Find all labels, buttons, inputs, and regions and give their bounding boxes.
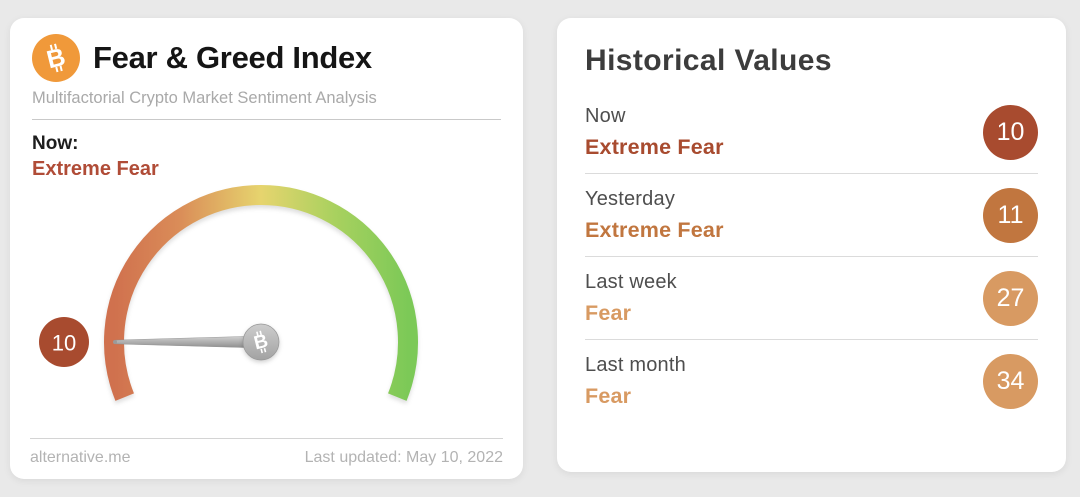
card-footer: alternative.me Last updated: May 10, 202… [30, 438, 503, 467]
now-label: Now: [32, 133, 79, 154]
card-header: B Fear & Greed Index [32, 34, 501, 82]
row-classification: Fear [585, 384, 632, 408]
page-title: Fear & Greed Index [93, 40, 372, 75]
gauge-pivot-bitcoin-icon: B [242, 323, 280, 361]
last-updated-text: Last updated: May 10, 2022 [304, 449, 503, 466]
row-label: Last week [585, 271, 677, 293]
gauge-value-badge: 10 [39, 317, 89, 367]
historical-values-list: Now Extreme Fear 10 Yesterday Extreme Fe… [585, 91, 1038, 422]
row-value-badge: 10 [983, 105, 1038, 160]
history-row-yesterday: Yesterday Extreme Fear 11 [585, 174, 1038, 257]
row-classification: Fear [585, 301, 632, 325]
row-value-badge: 34 [983, 354, 1038, 409]
source-link[interactable]: alternative.me [30, 449, 131, 466]
now-classification: Extreme Fear [32, 158, 159, 180]
row-classification: Extreme Fear [585, 135, 724, 159]
row-label: Now [585, 105, 626, 127]
historical-values-card: Historical Values Now Extreme Fear 10 Ye… [557, 18, 1066, 472]
fear-greed-index-card: B Fear & Greed Index Multifactorial Cryp… [10, 18, 523, 479]
gauge-needle [113, 335, 262, 349]
gauge-arc [104, 185, 418, 401]
historical-values-title: Historical Values [585, 44, 832, 77]
fear-greed-gauge: B 10 [39, 185, 418, 401]
row-label: Last month [585, 354, 686, 376]
svg-text:B: B [252, 331, 270, 355]
row-classification: Extreme Fear [585, 218, 724, 242]
subtitle: Multifactorial Crypto Market Sentiment A… [32, 89, 377, 107]
row-label: Yesterday [585, 188, 676, 210]
gauge-value: 10 [52, 331, 76, 356]
header-divider [32, 119, 501, 120]
history-row-last-week: Last week Fear 27 [585, 257, 1038, 340]
history-row-now: Now Extreme Fear 10 [585, 91, 1038, 174]
bitcoin-icon: B [32, 34, 80, 82]
history-row-last-month: Last month Fear 34 [585, 340, 1038, 422]
row-value-badge: 11 [983, 188, 1038, 243]
bitcoin-icon-circle [32, 34, 80, 82]
row-value-badge: 27 [983, 271, 1038, 326]
